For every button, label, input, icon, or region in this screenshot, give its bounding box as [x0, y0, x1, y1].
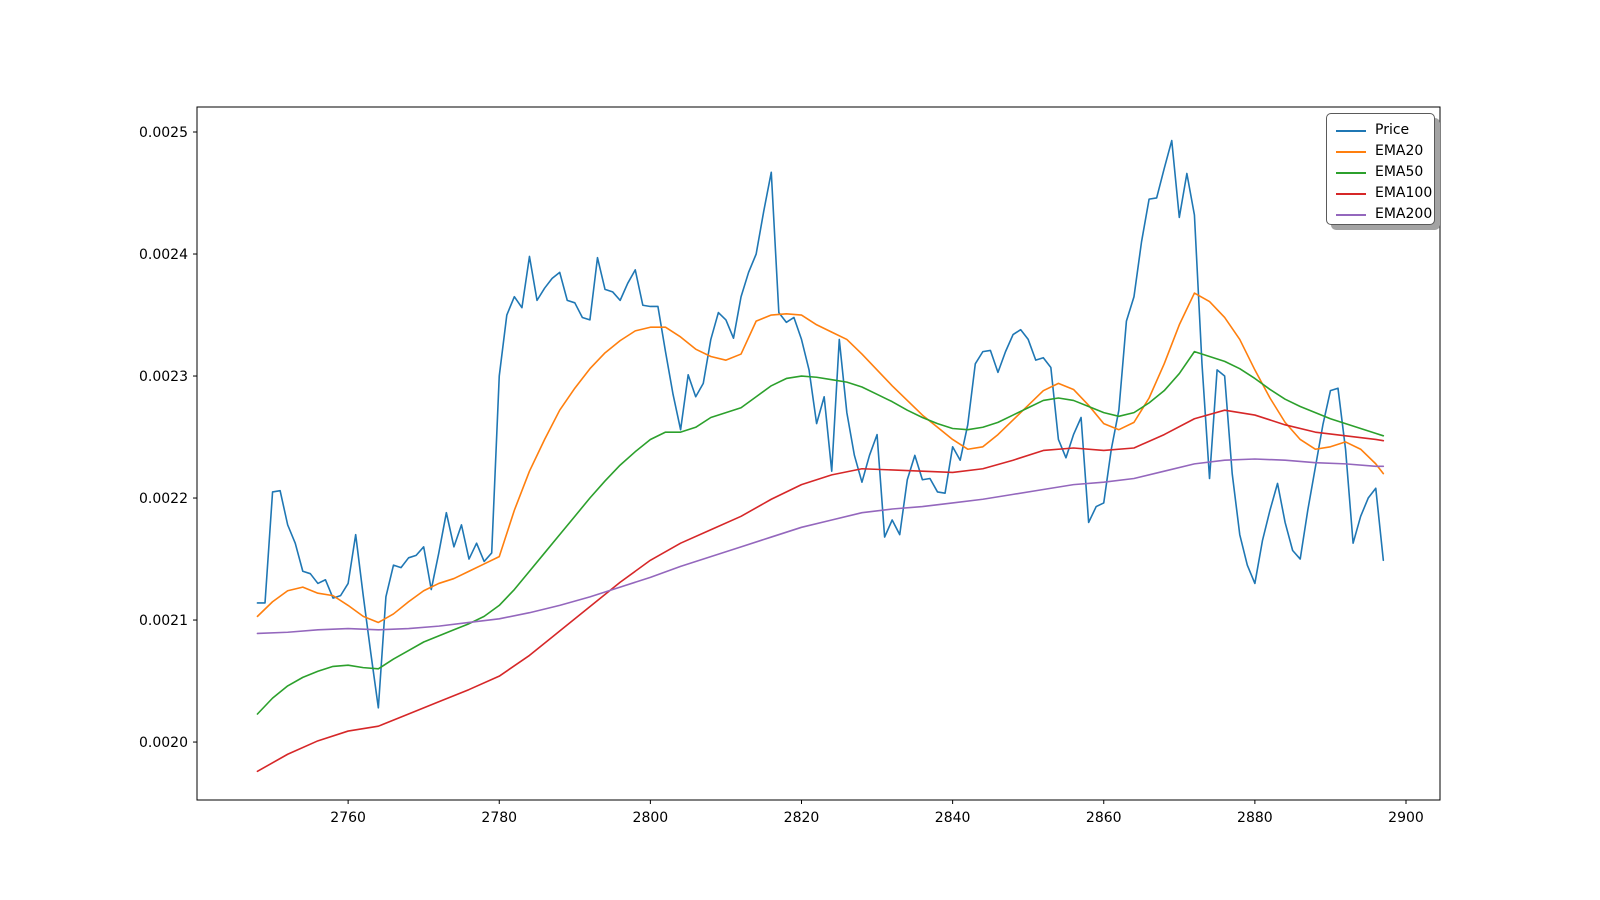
legend-item-ema50: EMA50 — [1336, 162, 1424, 183]
y-tick-label: 0.0024 — [139, 247, 188, 263]
legend-label: EMA50 — [1375, 164, 1424, 180]
legend-label: EMA200 — [1375, 206, 1433, 222]
y-tick-label: 0.0022 — [139, 491, 188, 507]
x-tick-label: 2900 — [1388, 810, 1424, 826]
legend-item-ema200: EMA200 — [1336, 204, 1432, 225]
plot-area — [196, 106, 1441, 801]
legend: Price EMA20 EMA50 EMA100 EMA200 — [1326, 113, 1435, 225]
x-tick-label: 2800 — [633, 810, 669, 826]
legend-line-sample — [1336, 171, 1366, 174]
x-tick-label: 2860 — [1086, 810, 1122, 826]
x-tick-label: 2760 — [330, 810, 366, 826]
legend-line-sample — [1336, 129, 1366, 132]
legend-item-price: Price — [1336, 120, 1424, 141]
y-tick-label: 0.0025 — [139, 125, 188, 141]
legend-label: EMA100 — [1375, 185, 1433, 201]
legend-line-sample — [1336, 213, 1366, 216]
y-tick-label: 0.0021 — [139, 613, 188, 629]
x-tick-label: 2880 — [1237, 810, 1273, 826]
y-tick-label: 0.0023 — [139, 369, 188, 385]
x-tick-label: 2840 — [935, 810, 971, 826]
series-line-price — [256, 139, 1385, 709]
axis-ticks: 2760 2780 2800 2820 2840 2860 2880 2900 0.0020 0.… — [139, 125, 1424, 826]
plot-spines — [196, 106, 1441, 801]
series-line-ema50 — [256, 350, 1385, 715]
legend-label: Price — [1375, 122, 1410, 138]
series-lines — [256, 139, 1385, 773]
y-tick-label: 0.0020 — [139, 735, 188, 751]
series-line-ema200 — [256, 458, 1385, 635]
series-line-ema100 — [256, 409, 1385, 773]
legend-item-ema20: EMA20 — [1336, 141, 1424, 162]
x-tick-label: 2820 — [784, 810, 820, 826]
series-line-ema20 — [256, 292, 1385, 624]
legend-label: EMA20 — [1375, 143, 1424, 159]
legend-line-sample — [1336, 150, 1366, 153]
legend-item-ema100: EMA100 — [1336, 183, 1432, 204]
x-tick-label: 2780 — [481, 810, 517, 826]
legend-line-sample — [1336, 192, 1366, 195]
